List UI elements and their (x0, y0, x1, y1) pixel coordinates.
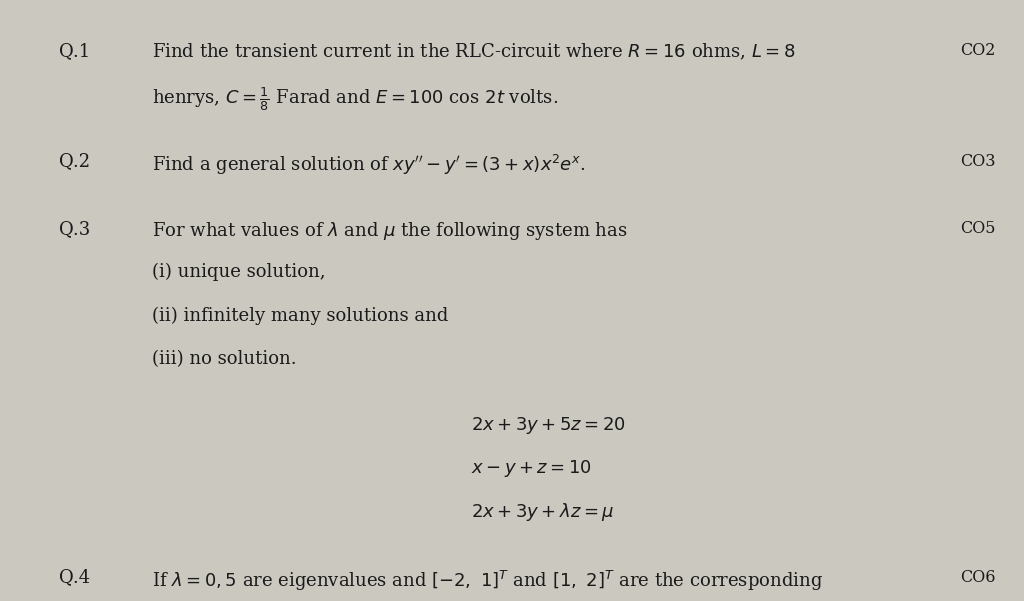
Text: $x - y + z = 10$: $x - y + z = 10$ (471, 458, 592, 479)
Text: (ii) infinitely many solutions and: (ii) infinitely many solutions and (152, 307, 447, 325)
Text: CO5: CO5 (959, 220, 995, 237)
Text: If $\lambda = 0, 5$ are eigenvalues and $[-2,\ 1]^T$ and $[1,\ 2]^T$ are the cor: If $\lambda = 0, 5$ are eigenvalues and … (152, 569, 822, 593)
Text: CO2: CO2 (959, 42, 995, 59)
Text: Find the transient current in the RLC-circuit where $R = 16$ ohms, $L = 8$: Find the transient current in the RLC-ci… (152, 42, 795, 63)
Text: Q.4: Q.4 (59, 569, 90, 587)
Text: Q.2: Q.2 (59, 153, 90, 171)
Text: Q.3: Q.3 (59, 220, 91, 238)
Text: Q.1: Q.1 (59, 42, 91, 60)
Text: Find a general solution of $xy'' - y' = (3 + x)x^2e^x$.: Find a general solution of $xy'' - y' = … (152, 153, 586, 177)
Text: henrys, $C = \frac{1}{8}$ Farad and $E = 100$ cos $2t$ volts.: henrys, $C = \frac{1}{8}$ Farad and $E =… (152, 85, 558, 113)
Text: $2x + 3y + 5z = 20$: $2x + 3y + 5z = 20$ (471, 415, 626, 436)
Text: For what values of $\lambda$ and $\mu$ the following system has: For what values of $\lambda$ and $\mu$ t… (152, 220, 627, 242)
Text: $2x + 3y + \lambda z = \mu$: $2x + 3y + \lambda z = \mu$ (471, 501, 614, 523)
Text: CO3: CO3 (959, 153, 995, 169)
Text: (iii) no solution.: (iii) no solution. (152, 350, 296, 368)
Text: (i) unique solution,: (i) unique solution, (152, 263, 325, 281)
Text: CO6: CO6 (959, 569, 995, 585)
